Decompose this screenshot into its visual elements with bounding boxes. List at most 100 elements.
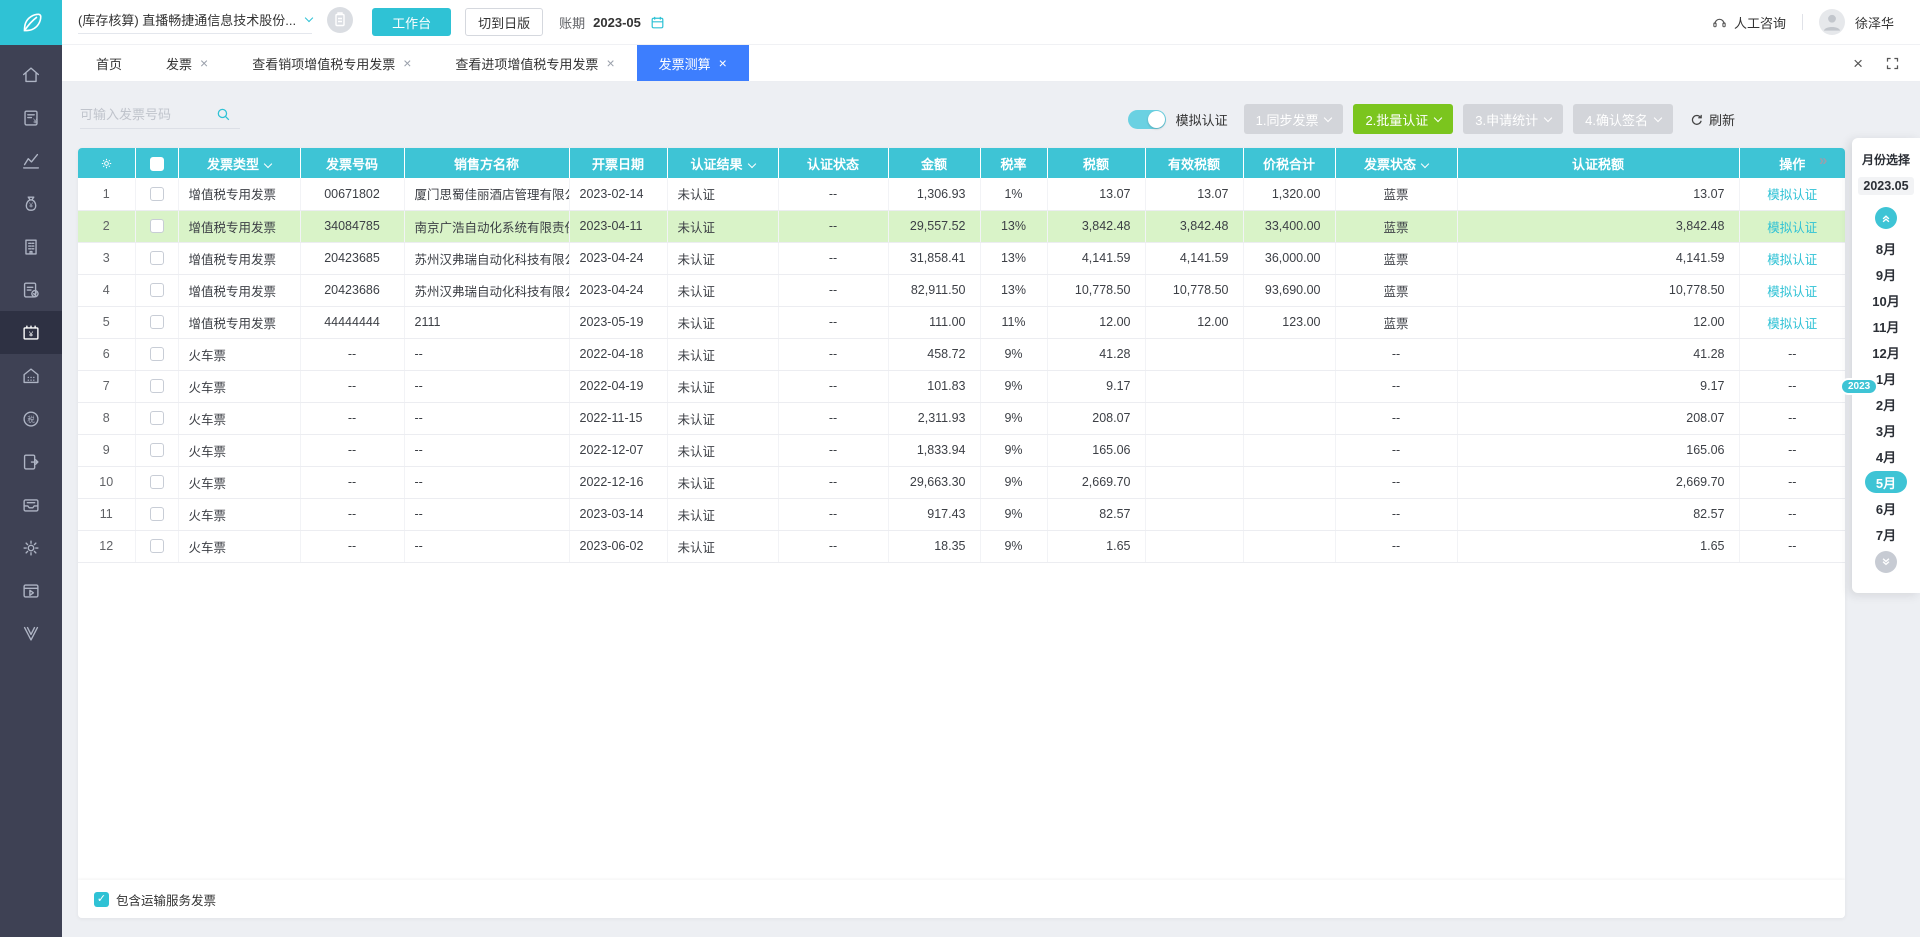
- row-checkbox[interactable]: [149, 539, 164, 554]
- notes-icon[interactable]: [326, 6, 354, 39]
- table-row[interactable]: 4 增值税专用发票20423686苏州汉弗瑞自动化科技有限公司2023-04-24…: [78, 274, 1845, 307]
- month-item[interactable]: 8月: [1875, 241, 1897, 257]
- cell-number: --: [300, 338, 405, 371]
- sidebar-item-company[interactable]: [0, 225, 62, 268]
- sort-chevron-icon[interactable]: [747, 159, 756, 168]
- row-checkbox[interactable]: [149, 347, 164, 362]
- column-header-result[interactable]: 认证结果: [667, 148, 779, 178]
- row-checkbox[interactable]: [149, 411, 164, 426]
- sidebar-item-video[interactable]: [0, 569, 62, 612]
- sidebar-item-invoice[interactable]: ¥: [0, 311, 62, 354]
- search-icon[interactable]: [215, 106, 232, 123]
- user-name[interactable]: 徐泽华: [1854, 15, 1894, 31]
- table-row[interactable]: 1 增值税专用发票00671802厦门思蜀佳丽酒店管理有限公司2023-02-14…: [78, 178, 1845, 211]
- sidebar-item-tax[interactable]: 税: [0, 397, 62, 440]
- row-checkbox[interactable]: [149, 315, 164, 330]
- row-checkbox[interactable]: [149, 283, 164, 298]
- month-item[interactable]: 6月: [1875, 501, 1897, 517]
- tab-close-icon[interactable]: ×: [200, 55, 209, 71]
- tab-3[interactable]: 查看进项增值税专用发票 ×: [433, 45, 636, 81]
- sidebar-item-chart[interactable]: [0, 139, 62, 182]
- row-checkbox[interactable]: [149, 475, 164, 490]
- switch-version-button[interactable]: 切到日版: [465, 8, 544, 36]
- month-item[interactable]: 7月: [1875, 527, 1897, 543]
- cell-seller: --: [404, 530, 570, 563]
- month-item[interactable]: 9月: [1875, 267, 1897, 283]
- action-button-4[interactable]: 4.确认签名: [1573, 104, 1673, 134]
- close-all-tabs-icon[interactable]: ×: [1853, 53, 1863, 73]
- sidebar-item-archive[interactable]: [0, 483, 62, 526]
- column-header-type[interactable]: 发票类型: [178, 148, 301, 178]
- month-item[interactable]: 1月: [1875, 371, 1897, 387]
- sidebar-item-warehouse[interactable]: [0, 354, 62, 397]
- simulate-auth-link[interactable]: 模拟认证: [1767, 220, 1818, 235]
- simulate-auth-toggle[interactable]: [1127, 109, 1166, 129]
- select-all-checkbox-box[interactable]: [149, 156, 164, 171]
- row-checkbox[interactable]: [149, 443, 164, 458]
- column-header-valid_tax: 有效税额: [1145, 148, 1244, 178]
- tab-2[interactable]: 查看销项增值税专用发票 ×: [230, 45, 433, 81]
- sidebar-item-billing[interactable]: ¥: [0, 96, 62, 139]
- scroll-down-icon[interactable]: [1875, 551, 1897, 573]
- fullscreen-icon[interactable]: [1885, 56, 1900, 71]
- sidebar-item-report[interactable]: [0, 268, 62, 311]
- row-checkbox[interactable]: [149, 251, 164, 266]
- action-button-3[interactable]: 3.申请统计: [1463, 104, 1564, 134]
- sort-chevron-icon[interactable]: [1420, 159, 1430, 168]
- tab-0[interactable]: 首页: [74, 45, 144, 81]
- table-row[interactable]: 10 火车票 -- -- 2022-12-16 未认证 -- 29,663.30 9% 2,669…: [78, 466, 1845, 499]
- table-row[interactable]: 9 火车票 -- -- 2022-12-07 未认证 -- 1,833.94 9% 165.06-…: [78, 434, 1845, 467]
- table-row[interactable]: 5 增值税专用发票 44444444 2111 2023-05-19 未认证 -- 111.0…: [78, 306, 1845, 339]
- workbench-button[interactable]: 工作台: [372, 8, 452, 36]
- table-row[interactable]: 3 增值税专用发票20423685苏州汉弗瑞自动化科技有限公司2023-04-24…: [78, 242, 1845, 275]
- support-button[interactable]: 人工咨询: [1711, 13, 1786, 32]
- panel-expand-icon[interactable]: »: [1819, 152, 1827, 169]
- sidebar-item-document-out[interactable]: [0, 440, 62, 483]
- avatar[interactable]: [1818, 9, 1845, 35]
- search-input[interactable]: [80, 107, 215, 122]
- tab-close-icon[interactable]: ×: [606, 55, 615, 71]
- simulate-auth-link[interactable]: 模拟认证: [1767, 188, 1818, 203]
- tab-1[interactable]: 发票 ×: [144, 45, 230, 81]
- tab-close-icon[interactable]: ×: [718, 55, 727, 71]
- table-row[interactable]: 2 增值税专用发票34084785南京广浩自动化系统有限责任公司2023-04-1…: [78, 210, 1845, 243]
- action-button-2[interactable]: 2.批量认证: [1353, 104, 1454, 134]
- app-logo[interactable]: [0, 0, 62, 45]
- sort-chevron-icon[interactable]: [263, 159, 273, 168]
- month-item[interactable]: 10月: [1872, 293, 1900, 309]
- simulate-auth-link[interactable]: 模拟认证: [1767, 284, 1818, 299]
- month-item[interactable]: 11月: [1872, 319, 1900, 335]
- current-period[interactable]: 2023.05: [1858, 177, 1914, 195]
- simulate-auth-link[interactable]: 模拟认证: [1767, 316, 1818, 331]
- column-header-invoice_status[interactable]: 发票状态: [1335, 148, 1458, 178]
- row-checkbox[interactable]: [149, 187, 164, 202]
- tab-4[interactable]: 发票测算 ×: [636, 45, 749, 81]
- month-item[interactable]: 2月: [1875, 397, 1897, 413]
- row-checkbox[interactable]: [149, 507, 164, 522]
- company-selector[interactable]: (库存核算) 直播畅捷通信息技术股份...: [78, 10, 314, 34]
- cell-status: --: [778, 434, 889, 467]
- tab-close-icon[interactable]: ×: [403, 55, 412, 71]
- table-row[interactable]: 12 火车票 -- -- 2023-06-02 未认证 -- 18.35 9% 1.65 -- 1.6…: [78, 530, 1845, 563]
- table-row[interactable]: 8 火车票 -- -- 2022-11-15 未认证 -- 2,311.93 9% 208.07-…: [78, 402, 1845, 435]
- simulate-auth-link[interactable]: 模拟认证: [1767, 252, 1818, 267]
- row-checkbox[interactable]: [149, 379, 164, 394]
- select-all-checkbox[interactable]: [135, 148, 179, 178]
- refresh-button[interactable]: 刷新: [1689, 110, 1735, 129]
- accounting-period[interactable]: 账期 2023-05: [559, 13, 666, 32]
- row-checkbox[interactable]: [149, 219, 164, 234]
- table-row[interactable]: 7 火车票 -- -- 2022-04-19 未认证 -- 101.83 9% 9.17 -- 9.1…: [78, 370, 1845, 403]
- scroll-up-icon[interactable]: [1875, 207, 1897, 229]
- month-item[interactable]: 5月: [1865, 471, 1907, 493]
- sidebar-item-brand-v[interactable]: [0, 612, 62, 655]
- sidebar-item-home[interactable]: [0, 53, 62, 96]
- action-button-1[interactable]: 1.同步发票: [1243, 104, 1344, 134]
- transport-invoice-checkbox[interactable]: ✓: [94, 891, 109, 907]
- table-row[interactable]: 11 火车票 -- -- 2023-03-14 未认证 -- 917.43 9% 82.57 -- 8…: [78, 498, 1845, 531]
- sidebar-item-funds[interactable]: ¥: [0, 182, 62, 225]
- month-item[interactable]: 4月: [1875, 449, 1897, 465]
- month-item[interactable]: 3月: [1875, 423, 1897, 439]
- month-item[interactable]: 12月: [1872, 345, 1900, 361]
- sidebar-item-settings[interactable]: [0, 526, 62, 569]
- table-row[interactable]: 6 火车票 -- -- 2022-04-18 未认证 -- 458.72 9% 41.28 -- 41…: [78, 338, 1845, 371]
